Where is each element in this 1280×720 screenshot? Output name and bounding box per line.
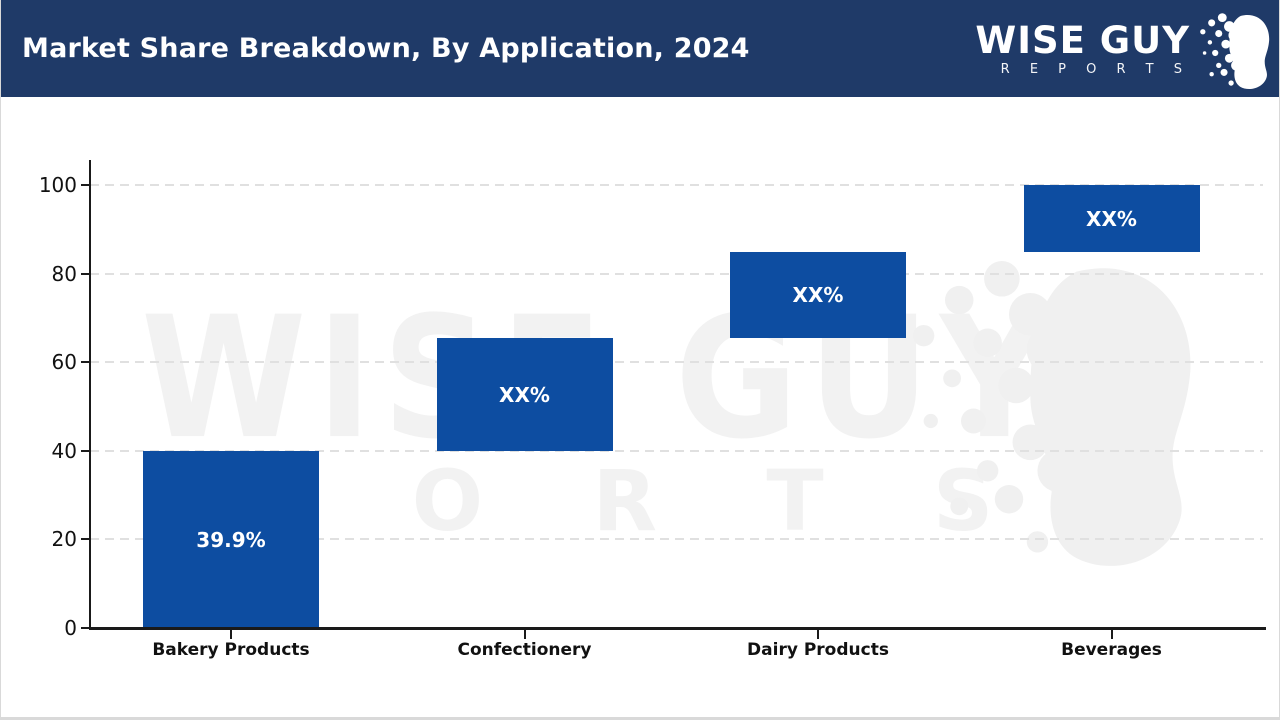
x-tick-mark-4 <box>1110 630 1113 639</box>
category-label-2: Confectionery <box>457 640 592 660</box>
y-tick-mark-60 <box>81 361 90 364</box>
bar-value-label: XX% <box>1086 206 1137 231</box>
wise-guy-logo: WISE GUY R E P O R T S <box>975 0 1272 97</box>
watermark-subtext: P O R T S <box>241 452 1034 550</box>
bar-beverages: XX% <box>1023 185 1200 253</box>
y-tick-mark-40 <box>81 449 90 452</box>
gridline-80 <box>90 272 1263 275</box>
y-tick-mark-80 <box>81 272 90 275</box>
x-tick-mark-3 <box>817 630 819 639</box>
category-label-3: Dairy Products <box>747 640 889 660</box>
watermark-head-dots-icon <box>913 261 1191 566</box>
logo-face-icon <box>1200 12 1270 89</box>
y-tick-label-40: 40 <box>51 438 77 463</box>
gridline-100 <box>90 184 1263 186</box>
x-axis-line <box>89 627 1266 630</box>
logo-subtext: R E P O R T S <box>1000 61 1190 77</box>
y-tick-label-20: 20 <box>51 527 77 552</box>
bar-value-label: XX% <box>499 382 550 407</box>
category-label-4: Beverages <box>1061 640 1162 660</box>
page-title: Market Share Breakdown, By Application, … <box>22 33 750 64</box>
category-label-1: Bakery Products <box>152 640 310 660</box>
bar-bakery-products: 39.9% <box>143 451 319 628</box>
y-tick-mark-100 <box>81 184 90 186</box>
x-tick-mark-2 <box>523 630 526 639</box>
x-tick-mark-1 <box>230 630 232 639</box>
bar-value-label: 39.9% <box>196 527 266 552</box>
y-tick-mark-0 <box>81 627 90 629</box>
y-axis-line <box>89 160 91 629</box>
gridline-40 <box>90 449 1263 452</box>
logo-wordmark: WISE GUY <box>975 18 1190 62</box>
bar-value-label: XX% <box>792 283 844 308</box>
y-tick-label-60: 60 <box>51 350 77 375</box>
logo-text: WISE GUY R E P O R T S <box>975 22 1190 76</box>
y-tick-label-80: 80 <box>51 261 77 286</box>
gridline-60 <box>90 361 1263 364</box>
bar-dairy-products: XX% <box>730 252 906 338</box>
y-tick-label-100: 100 <box>38 173 77 197</box>
y-tick-label-0: 0 <box>64 616 77 640</box>
bar-confectionery: XX% <box>436 337 613 452</box>
y-tick-mark-20 <box>81 538 90 541</box>
gridline-20 <box>90 538 1263 541</box>
report-header: Market Share Breakdown, By Application, … <box>1 0 1279 97</box>
